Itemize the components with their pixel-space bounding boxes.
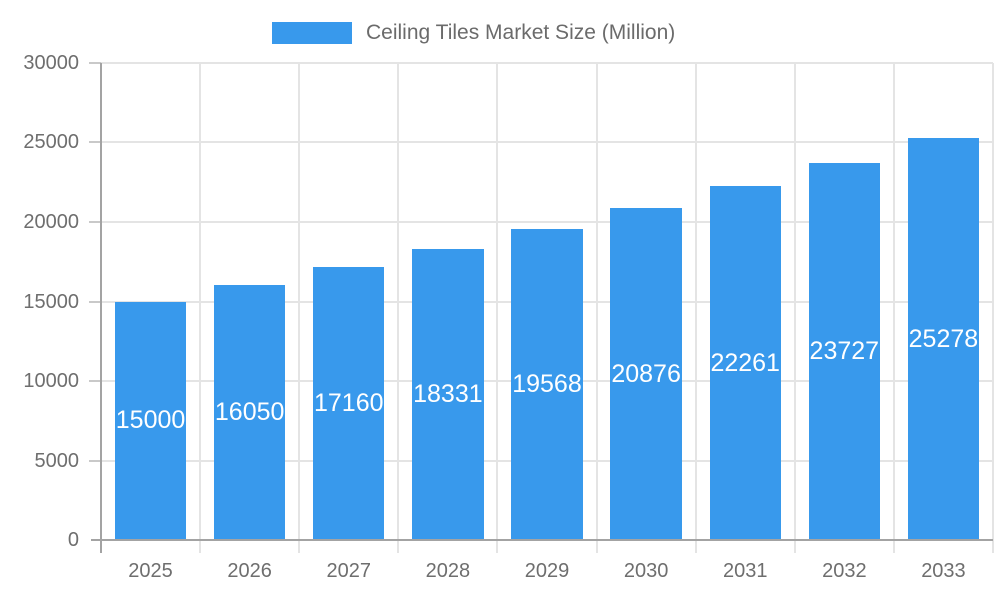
bar-2032[interactable]: 23727	[808, 162, 880, 540]
bar-2033[interactable]: 25278	[907, 138, 980, 540]
gridline-horizontal	[101, 141, 993, 144]
bar-value-label: 18331	[413, 379, 483, 408]
bar-2031[interactable]: 22261	[709, 186, 781, 540]
y-axis-label: 30000	[23, 52, 79, 74]
x-axis-label: 2029	[524, 560, 570, 582]
legend-label: Ceiling Tiles Market Size (Million)	[366, 21, 676, 44]
bar-value-label: 22261	[710, 348, 780, 377]
x-axis-label: 2032	[822, 560, 867, 582]
x-axis-label: 2028	[425, 560, 471, 582]
y-axis-tick	[89, 141, 101, 144]
y-axis-label: 5000	[34, 449, 80, 472]
bar-value-label: 19568	[512, 369, 582, 398]
x-axis-label: 2027	[326, 560, 372, 582]
legend-swatch	[272, 22, 352, 44]
gridline-vertical	[595, 63, 598, 553]
gridline-vertical	[694, 63, 697, 553]
legend[interactable]: Ceiling Tiles Market Size (Million)	[272, 21, 675, 45]
x-axis-label: 2025	[128, 560, 173, 582]
gridline-vertical	[397, 63, 400, 553]
y-axis-tick	[89, 300, 101, 303]
gridline-vertical	[199, 63, 202, 553]
bar-2025[interactable]: 15000	[114, 301, 187, 540]
gridline-horizontal	[101, 62, 993, 64]
gridline-vertical	[793, 63, 796, 553]
bar-value-label: 15000	[115, 406, 186, 435]
gridline-vertical	[892, 63, 895, 553]
x-axis-label: 2030	[623, 560, 669, 582]
x-axis-label: 2033	[921, 560, 966, 582]
y-axis-tick	[89, 379, 101, 382]
bar-2029[interactable]: 19568	[511, 228, 583, 540]
y-axis-tick	[89, 62, 101, 64]
plot-area: 0 5000 10000 15000 20000 25000 30000 15000 2025 1…	[23, 53, 994, 581]
y-axis-line	[100, 63, 102, 553]
y-axis-tick	[89, 459, 101, 462]
y-axis-label: 20000	[23, 210, 79, 233]
x-axis-label: 2031	[722, 560, 768, 582]
x-axis-line	[91, 539, 993, 541]
y-axis-label: 0	[67, 529, 79, 551]
bar-value-label: 23727	[809, 336, 880, 365]
y-axis-label: 15000	[23, 290, 79, 313]
bar-value-label: 17160	[314, 389, 384, 418]
bar-value-label: 20876	[611, 359, 681, 388]
y-axis-tick	[89, 220, 101, 223]
gridline-vertical	[496, 63, 499, 553]
gridline-vertical	[298, 63, 301, 553]
bar-2030[interactable]: 20876	[610, 208, 682, 540]
y-axis-label: 10000	[23, 369, 79, 392]
gridline-horizontal	[101, 220, 993, 223]
x-axis-label: 2026	[227, 560, 272, 582]
gridline-vertical	[992, 63, 994, 553]
bar-value-label: 16050	[214, 397, 285, 426]
bar-2026[interactable]: 16050	[213, 284, 286, 540]
y-axis-label: 25000	[23, 131, 79, 154]
bar-2027[interactable]: 17160	[313, 267, 385, 540]
bar-value-label: 25278	[908, 324, 979, 353]
bar-2028[interactable]: 18331	[412, 248, 484, 540]
